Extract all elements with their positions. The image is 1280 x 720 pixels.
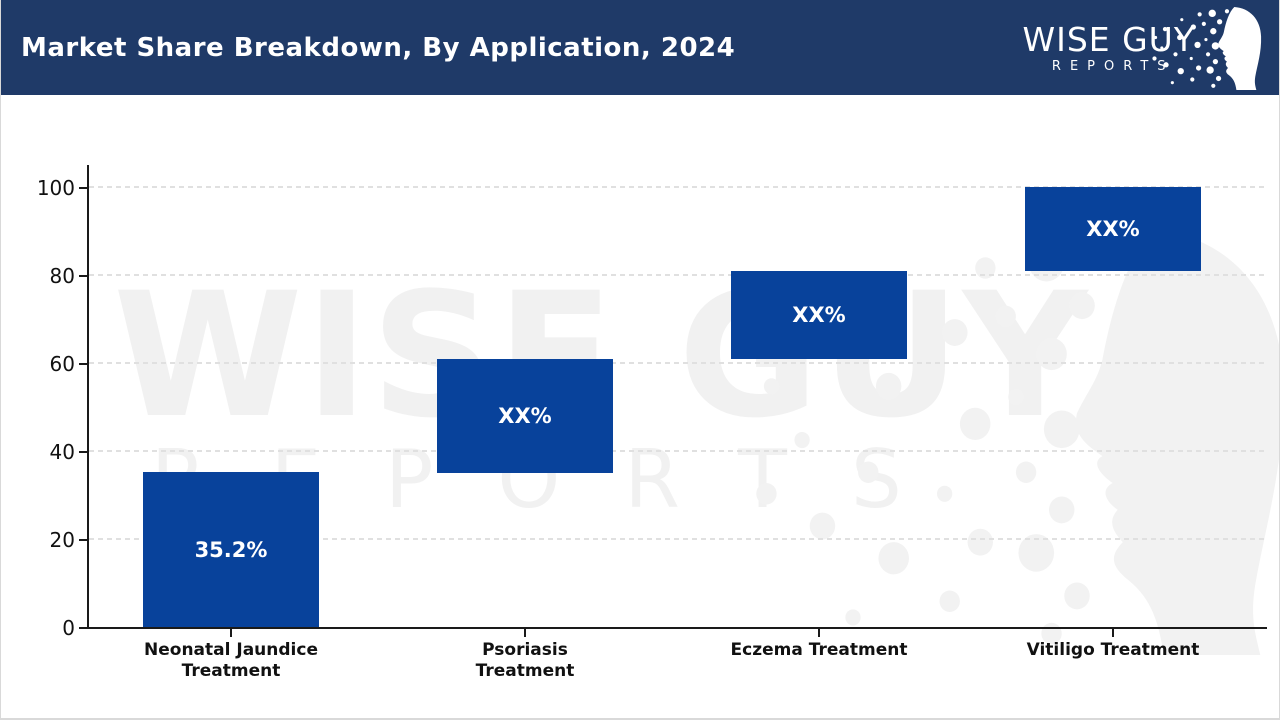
logo-subtitle-text: REPORTS [1051, 58, 1175, 74]
bar-segment: XX% [731, 270, 907, 359]
page-title: Market Share Breakdown, By Application, … [21, 32, 736, 63]
x-tick [818, 629, 820, 637]
x-category-label-line: Treatment [475, 661, 575, 681]
gridline [89, 450, 1267, 452]
x-category-label-line: Psoriasis [482, 640, 568, 660]
x-tick [1112, 629, 1114, 637]
y-tick-label: 100 [36, 176, 75, 200]
x-category-label: Vitiligo Treatment [963, 640, 1263, 661]
logo-title-text: WISE GUY [1022, 19, 1195, 59]
gridline [89, 274, 1267, 276]
x-category-label: Neonatal Jaundice Treatment [81, 640, 381, 682]
bar-value-label: XX% [498, 403, 552, 428]
y-tick [79, 187, 87, 189]
y-axis [87, 165, 89, 629]
gridline [89, 538, 1267, 540]
bar-segment: XX% [1025, 187, 1201, 271]
gridline [89, 362, 1267, 364]
y-tick [79, 363, 87, 365]
y-tick-label: 60 [49, 352, 75, 376]
gridline [89, 186, 1267, 188]
x-category-label-line: Vitiligo Treatment [1026, 640, 1200, 660]
bar-segment: XX% [437, 358, 613, 473]
y-tick-label: 80 [49, 264, 75, 288]
x-axis [87, 627, 1267, 629]
x-category-label-line: Eczema Treatment [730, 640, 908, 660]
bar-value-label: XX% [1086, 216, 1140, 241]
x-category-label-line: Treatment [181, 661, 281, 681]
wise-guy-logo: WISE GUY REPORTS [1022, 6, 1265, 90]
bar-segment: 35.2% [143, 472, 319, 627]
y-tick [79, 275, 87, 277]
x-tick [524, 629, 526, 637]
x-category-label: Psoriasis Treatment [375, 640, 675, 682]
y-tick [79, 451, 87, 453]
y-tick [79, 539, 87, 541]
header: Market Share Breakdown, By Application, … [1, 0, 1279, 95]
y-tick-label: 40 [49, 440, 75, 464]
bar-value-label: 35.2% [194, 537, 268, 562]
y-tick-label: 20 [49, 528, 75, 552]
x-category-label-line: Neonatal Jaundice [144, 640, 318, 660]
logo-text: WISE GUY REPORTS [1022, 23, 1195, 73]
y-tick-label: 0 [62, 616, 75, 640]
x-category-label: Eczema Treatment [669, 640, 969, 661]
bar-value-label: XX% [792, 302, 846, 327]
y-tick [79, 627, 87, 629]
x-tick [230, 629, 232, 637]
